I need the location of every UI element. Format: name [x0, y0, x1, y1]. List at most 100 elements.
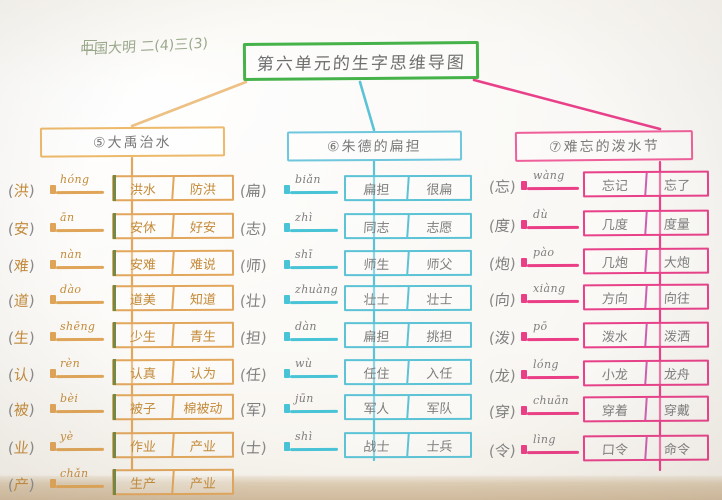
- word-box[interactable]: 少生 青生: [111, 321, 235, 349]
- character-cell: (道): [7, 290, 36, 311]
- word-box[interactable]: 几度 度量: [582, 209, 710, 236]
- word-box[interactable]: 几炮 大炮: [582, 247, 710, 275]
- pinyin-label: lìng: [533, 432, 556, 446]
- row-accent-mark: [113, 359, 116, 386]
- character-glyph: 壮: [245, 291, 262, 310]
- word-cell: 棉被动: [171, 396, 233, 419]
- branch-stub: [284, 259, 290, 269]
- character-glyph: 认: [13, 366, 30, 385]
- character-cell: (忘): [488, 176, 517, 197]
- word-cell: 命令: [644, 436, 708, 459]
- character-glyph: 被: [13, 401, 30, 420]
- word-cell: 师生: [362, 257, 390, 273]
- word-box[interactable]: 扁担 挑担: [343, 321, 473, 349]
- word-cell: 志愿: [406, 214, 471, 237]
- word-box[interactable]: 同志 志愿: [343, 212, 473, 239]
- word-box[interactable]: 泼水 泼洒: [582, 321, 710, 349]
- row-accent-mark: [113, 284, 116, 311]
- row-accent-mark: [113, 468, 116, 495]
- character-glyph: 担: [245, 329, 262, 347]
- character-cell: (认): [7, 364, 36, 385]
- word-box[interactable]: 洪水 防洪: [111, 175, 235, 202]
- character-glyph: 令: [494, 441, 511, 460]
- word-box[interactable]: 战士 士兵: [343, 431, 473, 458]
- character-cell: (军): [239, 399, 268, 420]
- word-cell: 壮士: [406, 286, 471, 309]
- word-cell: 军人: [362, 401, 390, 417]
- word-cell: 大炮: [644, 249, 708, 272]
- word-cell: 口令: [601, 442, 629, 458]
- character-cell: (士): [239, 437, 268, 458]
- character-cell: (龙): [488, 365, 517, 386]
- pinyin-label: lóng: [533, 358, 559, 372]
- word-box[interactable]: 口令 命令: [582, 434, 710, 461]
- word-box[interactable]: 安休 好安: [111, 212, 235, 239]
- section-header-unit5[interactable]: ⑤大禹治水: [39, 126, 226, 158]
- branch-stub: [50, 478, 56, 488]
- word-cell: 龙舟: [644, 361, 708, 385]
- word-box[interactable]: 任住 入任: [343, 359, 473, 386]
- pinyin-underline: [289, 265, 339, 269]
- character-glyph: 洪: [13, 182, 30, 201]
- character-glyph: 安: [13, 219, 30, 238]
- word-cell: 被子: [129, 401, 157, 417]
- pinyin-label: dù: [533, 207, 548, 221]
- character-glyph: 扁: [245, 182, 262, 201]
- word-box[interactable]: 军人 军队: [343, 394, 473, 421]
- word-box[interactable]: 小龙 龙舟: [582, 359, 710, 387]
- pinyin-label: wàng: [533, 169, 565, 183]
- desk-surface: [0, 476, 722, 500]
- word-cell: 少生: [129, 329, 157, 345]
- word-cell: 挑担: [406, 323, 471, 347]
- word-box[interactable]: 被子 棉被动: [111, 394, 235, 421]
- character-glyph: 业: [13, 438, 30, 457]
- character-cell: (被): [7, 399, 36, 420]
- character-cell: (师): [239, 255, 268, 276]
- character-glyph: 忘: [494, 178, 511, 197]
- word-cell: 作业: [129, 439, 157, 455]
- branch-stub: [284, 441, 290, 451]
- word-box[interactable]: 穿着 穿戴: [582, 395, 710, 423]
- pinyin-label: shì: [295, 429, 313, 443]
- word-box[interactable]: 忘记 忘了: [582, 170, 710, 198]
- word-box[interactable]: 作业 产业: [111, 431, 235, 458]
- branch-stub: [284, 294, 290, 304]
- word-box[interactable]: 方向 向往: [582, 283, 710, 311]
- character-cell: (安): [7, 218, 36, 239]
- word-cell: 安休: [129, 220, 157, 236]
- pinyin-label: dào: [60, 282, 82, 296]
- word-cell: 知道: [171, 286, 233, 309]
- branch-stub: [284, 185, 290, 195]
- word-box[interactable]: 道美 知道: [111, 284, 235, 312]
- word-box[interactable]: 安难 难说: [111, 249, 235, 276]
- word-box[interactable]: 认真 认为: [111, 358, 235, 386]
- character-cell: (壮): [239, 290, 268, 311]
- row-accent-mark: [113, 175, 116, 202]
- word-cell: 安难: [129, 257, 157, 273]
- word-cell: 忘记: [601, 178, 629, 195]
- branch-stub: [50, 185, 56, 195]
- pinyin-label: wù: [295, 357, 313, 371]
- branch-stub: [50, 259, 56, 269]
- character-cell: (业): [7, 437, 36, 458]
- branch-stub: [521, 370, 527, 380]
- pinyin-label: pō: [533, 320, 548, 333]
- word-box[interactable]: 壮士 壮士: [343, 284, 473, 311]
- section-header-unit7[interactable]: ⑦难忘的泼水节: [514, 130, 694, 162]
- word-box[interactable]: 师生 师父: [343, 249, 473, 276]
- pinyin-underline: [55, 337, 105, 341]
- section-header-unit6[interactable]: ⑥朱德的扁担: [286, 130, 463, 162]
- branch-stub: [284, 369, 290, 379]
- word-box[interactable]: 扁担 很扁: [343, 175, 473, 202]
- word-cell: 度量: [644, 211, 708, 234]
- pinyin-underline: [55, 228, 105, 232]
- word-cell: 穿戴: [644, 397, 708, 421]
- word-box[interactable]: 生产 产业: [111, 468, 235, 495]
- row-accent-mark: [113, 431, 116, 458]
- flag-icon: [84, 40, 97, 51]
- row-accent-mark: [113, 212, 116, 239]
- pinyin-underline: [55, 300, 105, 304]
- word-cell: 好安: [171, 214, 233, 237]
- word-cell: 向往: [644, 285, 708, 308]
- word-cell: 忘了: [644, 172, 708, 196]
